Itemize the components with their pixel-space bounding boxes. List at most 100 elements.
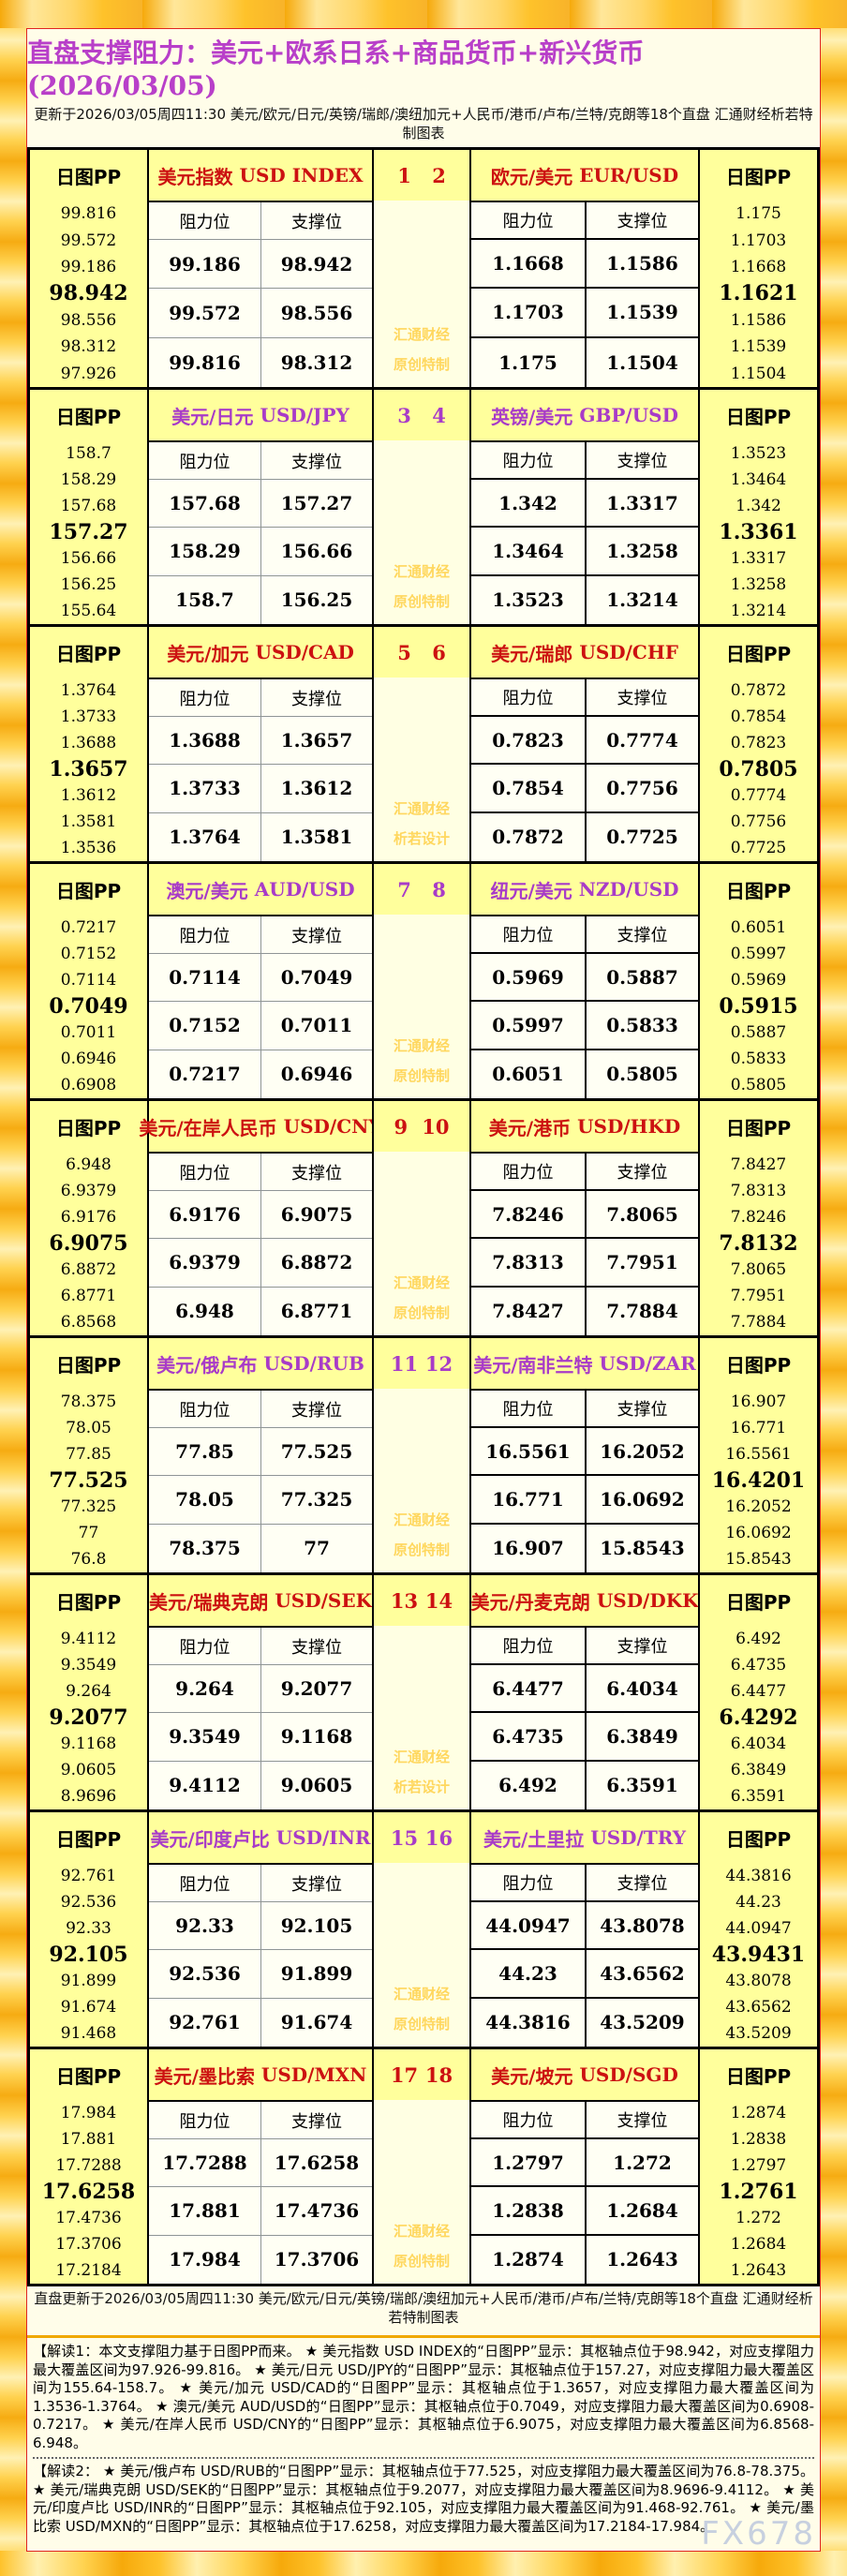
pp-value: 6.4735: [730, 1656, 787, 1675]
block-num-left: 11: [390, 1351, 419, 1376]
level-row: 1.342 1.3317: [471, 480, 698, 529]
level-row: 1.3764 1.3581: [149, 812, 372, 861]
pp-value: 16.5561: [725, 1445, 792, 1464]
pp-column-right: 日图PP 0.6051 0.5997 0.5969 0.5915 0.5887 0.583…: [698, 864, 817, 1098]
pair-header-right: 美元/港币 USD/HKD: [471, 1101, 698, 1152]
pp-pivot-value: 1.2761: [719, 2180, 798, 2204]
pp-value: 1.3523: [730, 444, 787, 463]
resistance-header: 阻力位: [471, 442, 585, 480]
support-header: 支撑位: [260, 1865, 372, 1902]
pair-header-left: 美元/墨比索 USD/MXN: [149, 2049, 372, 2100]
pp-value: 1.3688: [60, 734, 117, 752]
pp-values-left: 158.7 158.29 157.68 157.27 156.66 156.25 155.6…: [30, 440, 147, 624]
pair-table-right: 美元/南非兰特 USD/ZAR 阻力位 支撑位 16.5561 16.2052 16…: [469, 1338, 698, 1572]
support-value: 6.9075: [260, 1191, 372, 1240]
site-watermark: 汇通财经 原创特制: [374, 1032, 469, 1098]
resistance-header: 阻力位: [471, 1865, 585, 1902]
pp-value: 43.6562: [725, 1998, 792, 2017]
page-title: 直盘支撑阻力：美元+欧系日系+商品货币+新兴货币(2026/03/05): [27, 37, 645, 101]
resistance-value: 6.492: [471, 1761, 585, 1809]
pp-value: 1.1668: [730, 258, 787, 277]
resistance-value: 158.7: [149, 575, 260, 624]
level-row: 9.4112 9.0605: [149, 1761, 372, 1809]
level-row: 16.771 16.0692: [471, 1476, 698, 1525]
rows-left: 6.9176 6.9075 6.9379 6.8872 6.948 6.8771: [149, 1191, 372, 1335]
support-header: 支撑位: [585, 916, 698, 954]
support-value: 1.3258: [585, 528, 698, 576]
pair-header-right: 欧元/美元 EUR/USD: [471, 150, 698, 201]
resistance-value: 6.9176: [149, 1191, 260, 1240]
levels-header-right: 阻力位 支撑位: [471, 440, 698, 480]
pp-pivot-value: 98.942: [49, 281, 128, 306]
pp-header: 日图PP: [700, 2049, 817, 2100]
pp-value: 6.8872: [60, 1260, 117, 1279]
block-numbers: 7 8: [374, 864, 469, 915]
pp-value: 7.8065: [730, 1260, 787, 1279]
watermark-top-line: 汇通财经: [393, 800, 450, 817]
support-value: 16.0692: [585, 1476, 698, 1525]
pair-header-right: 英镑/美元 GBP/USD: [471, 390, 698, 440]
rows-right: 0.5969 0.5887 0.5997 0.5833 0.6051 0.5805: [471, 954, 698, 1098]
level-row: 158.29 156.66: [149, 528, 372, 576]
support-header: 支撑位: [260, 1628, 372, 1665]
pp-values-left: 78.375 78.05 77.85 77.525 77.325 77 76.8: [30, 1389, 147, 1572]
pp-value: 0.5833: [730, 1050, 787, 1068]
level-row: 78.05 77.325: [149, 1476, 372, 1525]
rows-right: 0.7823 0.7774 0.7854 0.7756 0.7872 0.7725: [471, 717, 698, 861]
resistance-value: 6.9379: [149, 1239, 260, 1288]
pp-value: 78.375: [60, 1392, 117, 1411]
pp-header: 日图PP: [700, 390, 817, 440]
pair-left-name-en: USD/CNY: [283, 1115, 382, 1138]
resistance-value: 1.2874: [471, 2235, 585, 2284]
support-header: 支撑位: [260, 916, 372, 954]
pair-right-name-cn: 英镑/美元: [491, 405, 573, 428]
pair-header-left: 美元/加元 USD/CAD: [149, 627, 372, 678]
pair-table-left: 美元/瑞典克朗 USD/SEK 阻力位 支撑位 9.264 9.2077 9.354…: [147, 1575, 372, 1809]
pp-value: 6.3591: [730, 1787, 787, 1806]
level-row: 99.186 98.942: [149, 240, 372, 290]
support-value: 77: [260, 1524, 372, 1572]
pair-left-name-cn: 美元/加元: [167, 642, 249, 665]
pp-value: 158.7: [66, 444, 111, 463]
pp-value: 17.7288: [55, 2156, 122, 2175]
level-row: 1.3523 1.3214: [471, 575, 698, 624]
pp-value: 1.3317: [730, 549, 787, 568]
pp-value: 0.6946: [60, 1050, 117, 1068]
support-value: 156.66: [260, 528, 372, 576]
pp-value: 0.7114: [60, 971, 117, 990]
resistance-value: 92.536: [149, 1950, 260, 1999]
pair-table-right: 纽元/美元 NZD/USD 阻力位 支撑位 0.5969 0.5887 0.5997…: [469, 864, 698, 1098]
block-num-right: 18: [424, 2062, 453, 2087]
resistance-header: 阻力位: [471, 2102, 585, 2139]
pp-values-left: 9.4112 9.3549 9.264 9.2077 9.1168 9.0605 8.969…: [30, 1626, 147, 1809]
pair-left-name-cn: 美元/印度卢比: [150, 1827, 270, 1851]
resistance-value: 44.23: [471, 1950, 585, 1999]
resistance-header: 阻力位: [471, 1391, 585, 1428]
level-row: 0.7823 0.7774: [471, 717, 698, 766]
pp-value: 9.264: [66, 1682, 111, 1701]
pp-value: 0.7725: [730, 839, 787, 857]
resistance-header: 阻力位: [149, 916, 260, 954]
watermark-top-line: 汇通财经: [393, 563, 450, 580]
support-value: 1.3317: [585, 480, 698, 529]
rows-right: 7.8246 7.8065 7.8313 7.7951 7.8427 7.7884: [471, 1191, 698, 1335]
rows-left: 1.3688 1.3657 1.3733 1.3612 1.3764 1.3581: [149, 717, 372, 861]
level-row: 1.3733 1.3612: [149, 765, 372, 813]
pair-left-name-en: USD/SEK: [275, 1589, 372, 1612]
pp-values-right: 16.907 16.771 16.5561 16.4201 16.2052 16.0692…: [700, 1389, 817, 1572]
pp-value: 44.0947: [725, 1919, 792, 1938]
golden-frame-bottom: [0, 2551, 847, 2576]
block-numbers: 11 12: [374, 1338, 469, 1389]
levels-header-right: 阻力位 支撑位: [471, 1152, 698, 1191]
pp-value: 1.2684: [730, 2235, 787, 2254]
pp-pivot-value: 77.525: [49, 1468, 128, 1493]
pp-value: 0.7823: [730, 734, 787, 752]
level-row: 6.9176 6.9075: [149, 1191, 372, 1240]
pp-value: 6.948: [66, 1155, 111, 1174]
pp-values-right: 6.492 6.4735 6.4477 6.4292 6.4034 6.3849 6.359…: [700, 1626, 817, 1809]
resistance-value: 0.7217: [149, 1050, 260, 1098]
rows-right: 1.342 1.3317 1.3464 1.3258 1.3523 1.3214: [471, 480, 698, 624]
update-line: 更新于2026/03/05周四11:30 美元/欧元/日元/英镑/瑞郎/澳纽加元…: [34, 105, 813, 141]
pair-header-right: 美元/瑞郎 USD/CHF: [471, 627, 698, 678]
support-value: 0.7049: [260, 954, 372, 1003]
